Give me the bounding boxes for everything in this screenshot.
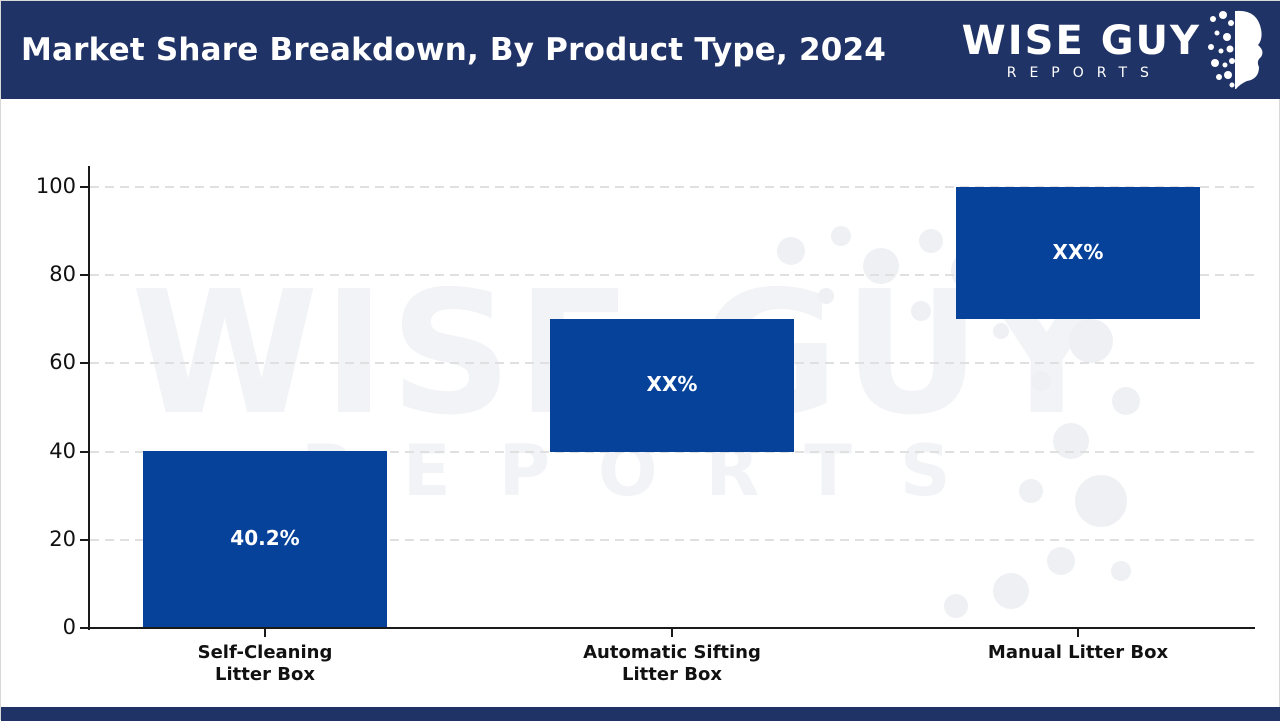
- footer-bar: [1, 707, 1280, 721]
- x-axis-line: [88, 627, 1255, 629]
- y-tick-label-60: 60: [49, 350, 76, 375]
- x-category-label-line: Litter Box: [622, 664, 722, 685]
- bar-value-label-2: XX%: [646, 372, 698, 397]
- y-tick-20: [80, 538, 88, 541]
- x-category-label-line: Litter Box: [215, 664, 315, 685]
- bar-value-label-3: XX%: [1052, 240, 1104, 265]
- bar-1: [143, 450, 387, 628]
- bar-value-label-1: 40.2%: [230, 526, 300, 551]
- x-tick-3: [1077, 629, 1079, 637]
- y-tick-label-40: 40: [49, 438, 76, 463]
- bar-2: [550, 319, 794, 452]
- logo-text: WISE GUY REPORTS: [962, 19, 1201, 81]
- x-category-label-2: Automatic Sifting Litter Box: [522, 642, 822, 686]
- x-tick-1: [264, 629, 266, 637]
- watermark-dots-face-icon: [777, 226, 1140, 618]
- y-axis-line: [88, 166, 90, 630]
- y-tick-80: [80, 274, 88, 277]
- x-category-label-line: Automatic Sifting: [583, 642, 761, 663]
- x-category-label-line: Manual Litter Box: [987, 642, 1169, 663]
- y-tick-60: [80, 362, 88, 365]
- header-bar: Market Share Breakdown, By Product Type,…: [1, 1, 1280, 99]
- x-tick-2: [671, 629, 673, 637]
- gridline-20: [90, 538, 1254, 541]
- x-category-label-line: Self-Cleaning: [197, 642, 333, 663]
- gridline-100: [90, 186, 1254, 188]
- y-tick-label-100: 100: [35, 174, 76, 198]
- y-tick-40: [80, 450, 88, 453]
- gridline-40: [90, 450, 1254, 453]
- logo-secondary-text: REPORTS: [1006, 65, 1162, 81]
- x-category-label-1: Self-Cleaning Litter Box: [115, 642, 415, 686]
- bar-3: [956, 187, 1200, 320]
- x-category-label-3: Manual Litter Box: [928, 642, 1228, 664]
- logo-primary-text: WISE GUY: [961, 18, 1201, 64]
- y-tick-100: [80, 186, 88, 188]
- logo: WISE GUY REPORTS: [962, 7, 1267, 93]
- y-tick-label-0: 0: [62, 615, 76, 639]
- wiseguy-face-icon: [1208, 10, 1263, 89]
- y-tick-label-20: 20: [49, 526, 76, 551]
- y-tick-label-80: 80: [49, 262, 76, 287]
- y-tick-0: [80, 627, 88, 629]
- page-title: Market Share Breakdown, By Product Type,…: [21, 32, 887, 68]
- gridline-80: [90, 274, 1254, 277]
